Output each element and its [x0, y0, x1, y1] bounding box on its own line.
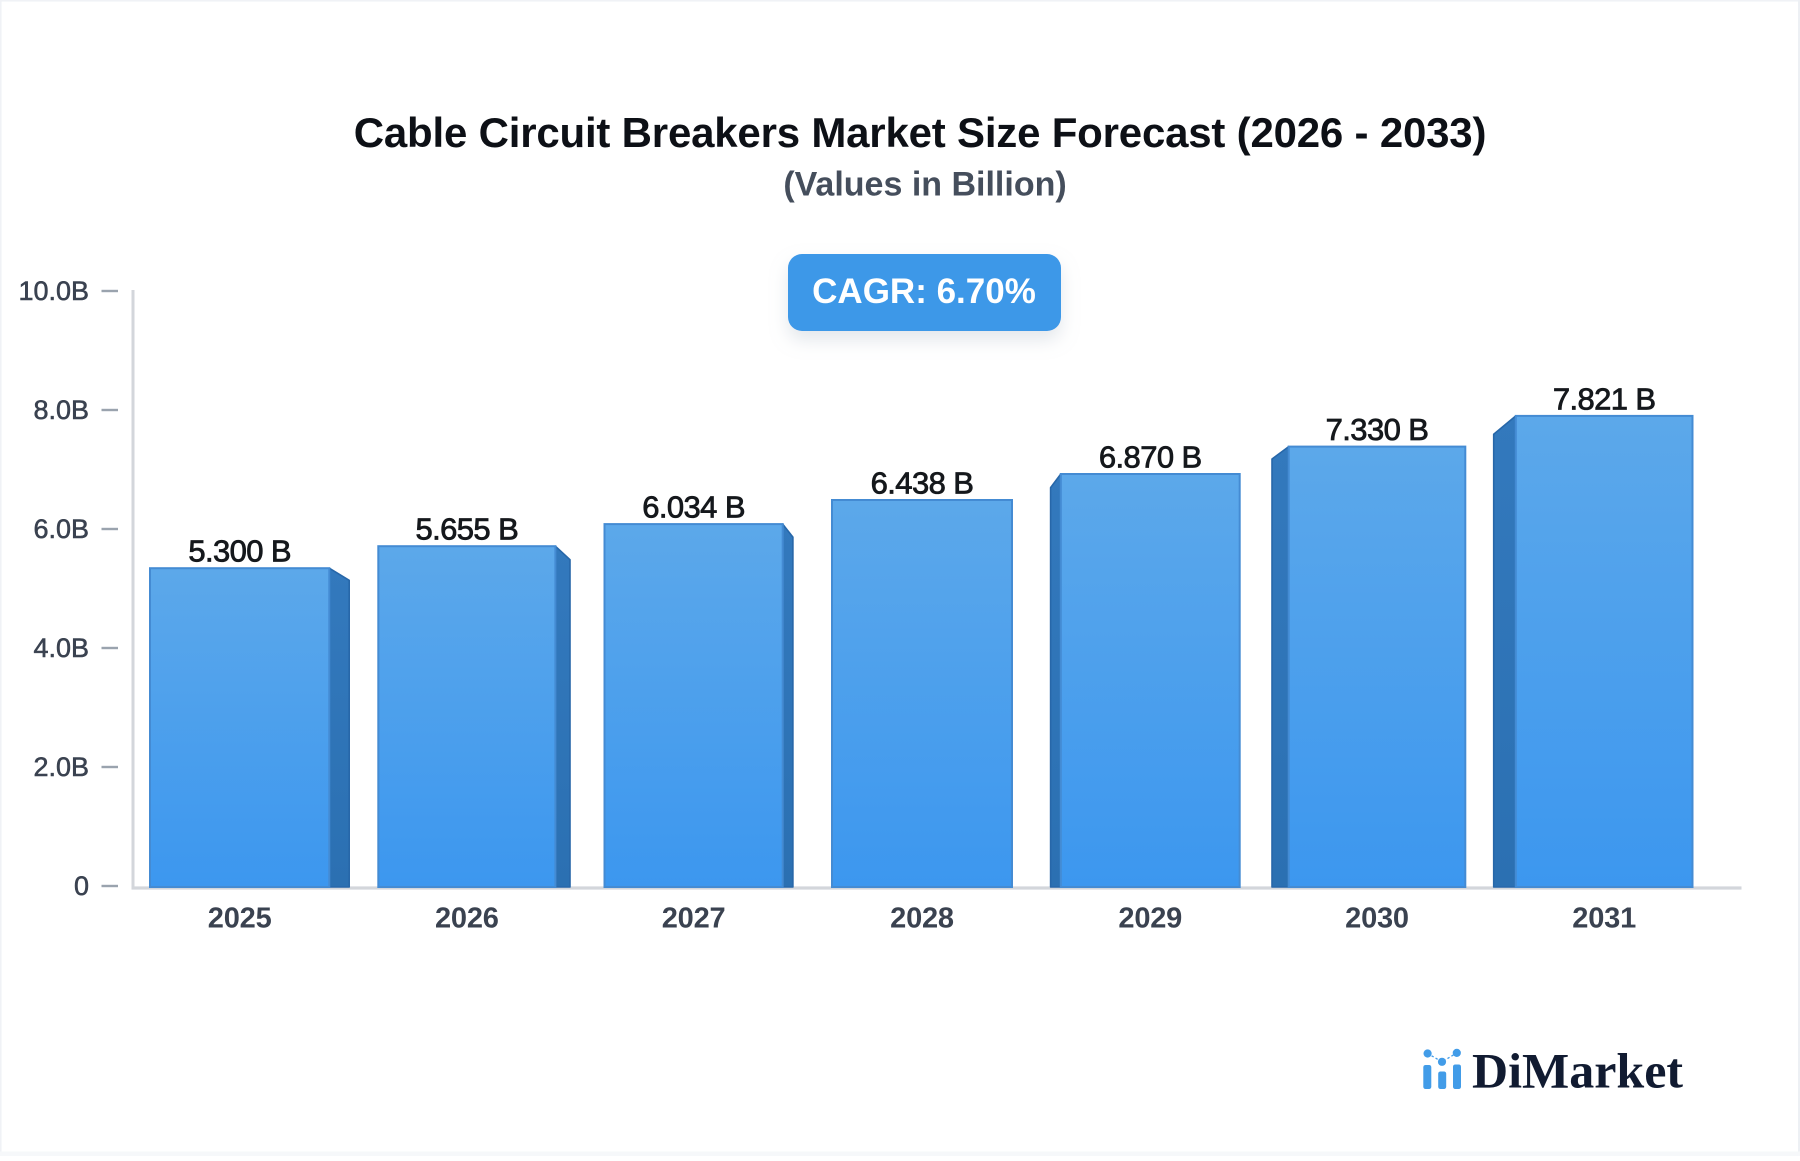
svg-text:5.300 B: 5.300 B [188, 534, 291, 569]
svg-text:0: 0 [74, 871, 89, 901]
svg-text:6.870 B: 6.870 B [1099, 440, 1202, 475]
svg-text:7.330 B: 7.330 B [1326, 412, 1429, 447]
svg-text:5.655 B: 5.655 B [416, 512, 519, 547]
svg-text:8.0B: 8.0B [33, 395, 89, 425]
svg-text:2026: 2026 [435, 903, 499, 935]
svg-text:7.821 B: 7.821 B [1553, 381, 1656, 416]
svg-text:2027: 2027 [662, 903, 726, 935]
svg-text:2028: 2028 [890, 903, 954, 935]
svg-text:2029: 2029 [1118, 903, 1182, 935]
svg-text:2025: 2025 [208, 903, 272, 935]
svg-text:6.0B: 6.0B [33, 514, 89, 544]
svg-text:2030: 2030 [1345, 903, 1409, 935]
svg-text:2.0B: 2.0B [33, 752, 89, 782]
svg-text:6.034 B: 6.034 B [642, 490, 745, 525]
svg-text:2031: 2031 [1572, 903, 1636, 935]
svg-text:DiMarket: DiMarket [1472, 1043, 1683, 1099]
svg-text:(Values in Billion): (Values in Billion) [783, 166, 1066, 204]
svg-text:6.438 B: 6.438 B [871, 466, 974, 501]
svg-text:CAGR: 6.70%: CAGR: 6.70% [812, 272, 1036, 311]
svg-text:Cable Circuit Breakers Market: Cable Circuit Breakers Market Size Forec… [354, 109, 1487, 156]
svg-text:4.0B: 4.0B [33, 633, 89, 663]
svg-text:10.0B: 10.0B [18, 276, 89, 306]
